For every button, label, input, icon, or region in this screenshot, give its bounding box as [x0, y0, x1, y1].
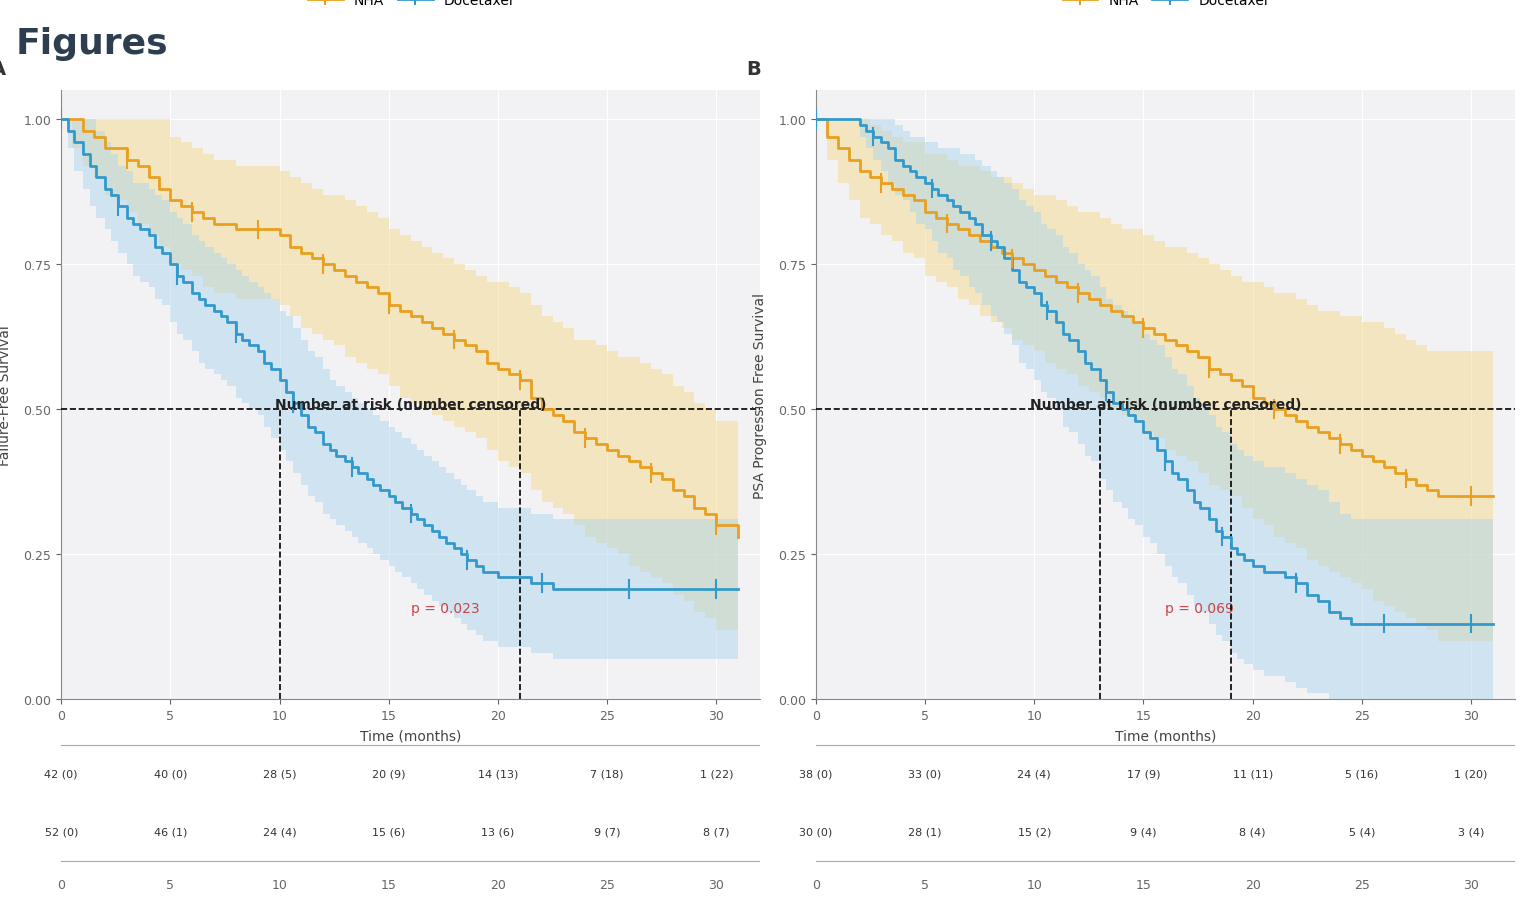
Text: 0: 0	[812, 877, 820, 891]
Text: 1 (20): 1 (20)	[1455, 769, 1487, 779]
Text: 8 (7): 8 (7)	[704, 827, 730, 837]
Text: 8 (4): 8 (4)	[1239, 827, 1265, 837]
Text: 15: 15	[1135, 877, 1152, 891]
Text: 25: 25	[1354, 877, 1369, 891]
X-axis label: Time (months): Time (months)	[1115, 729, 1216, 743]
Text: 25: 25	[600, 877, 615, 891]
Text: 1 (22): 1 (22)	[699, 769, 733, 779]
Text: 5 (16): 5 (16)	[1345, 769, 1379, 779]
Text: 20 (9): 20 (9)	[372, 769, 405, 779]
Text: 42 (0): 42 (0)	[44, 769, 78, 779]
Text: 33 (0): 33 (0)	[909, 769, 941, 779]
Text: 40 (0): 40 (0)	[153, 769, 187, 779]
Text: Number at risk (number censored): Number at risk (number censored)	[1030, 397, 1300, 412]
Text: 5: 5	[921, 877, 929, 891]
Text: 52 (0): 52 (0)	[44, 827, 78, 837]
Text: B: B	[747, 60, 760, 79]
Text: 0: 0	[57, 877, 66, 891]
Text: 14 (13): 14 (13)	[477, 769, 519, 779]
Y-axis label: PSA Progression Free Survival: PSA Progression Free Survival	[753, 292, 767, 498]
Text: p = 0.023: p = 0.023	[410, 601, 479, 615]
Text: 15 (6): 15 (6)	[372, 827, 405, 837]
Text: 20: 20	[1245, 877, 1261, 891]
Text: 30 (0): 30 (0)	[799, 827, 832, 837]
Text: 5 (4): 5 (4)	[1348, 827, 1375, 837]
Text: 9 (4): 9 (4)	[1131, 827, 1157, 837]
Text: 20: 20	[490, 877, 506, 891]
Text: 9 (7): 9 (7)	[594, 827, 620, 837]
Text: 10: 10	[1027, 877, 1042, 891]
Y-axis label: Failure-Free Survival: Failure-Free Survival	[0, 325, 12, 466]
Text: 24 (4): 24 (4)	[263, 827, 297, 837]
Text: A: A	[0, 60, 6, 79]
Text: 24 (4): 24 (4)	[1017, 769, 1051, 779]
Text: p = 0.069: p = 0.069	[1166, 601, 1235, 615]
Text: 15: 15	[381, 877, 396, 891]
Text: 3 (4): 3 (4)	[1458, 827, 1484, 837]
Legend: NHA, Docetaxel: NHA, Docetaxel	[303, 0, 519, 14]
Text: 5: 5	[167, 877, 174, 891]
Text: 15 (2): 15 (2)	[1017, 827, 1051, 837]
Text: Number at risk (number censored): Number at risk (number censored)	[275, 397, 546, 412]
Text: 7 (18): 7 (18)	[591, 769, 624, 779]
Text: 10: 10	[272, 877, 288, 891]
Text: 11 (11): 11 (11)	[1233, 769, 1273, 779]
Text: 30: 30	[1463, 877, 1480, 891]
Legend: NHA, Docetaxel: NHA, Docetaxel	[1057, 0, 1273, 14]
Text: Figures: Figures	[15, 27, 168, 61]
Text: 13 (6): 13 (6)	[482, 827, 514, 837]
Text: 46 (1): 46 (1)	[153, 827, 187, 837]
Text: 30: 30	[708, 877, 724, 891]
Text: 28 (5): 28 (5)	[263, 769, 297, 779]
Text: 38 (0): 38 (0)	[799, 769, 832, 779]
Text: 28 (1): 28 (1)	[909, 827, 942, 837]
Text: 17 (9): 17 (9)	[1126, 769, 1160, 779]
X-axis label: Time (months): Time (months)	[360, 729, 461, 743]
